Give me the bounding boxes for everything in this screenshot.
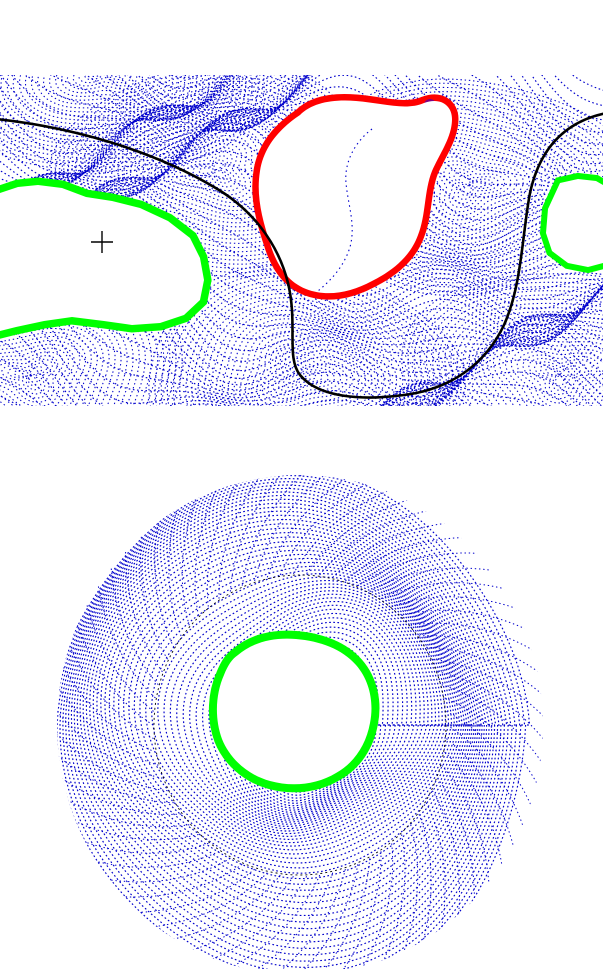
bold-isoline-cylindrical (0, 112, 603, 399)
crosshair-marker (91, 231, 113, 253)
cylindrical-contour-svg (0, 75, 603, 406)
bold-isoline-polar (153, 574, 447, 876)
interior-isoline (317, 128, 373, 292)
polar-projection-panel (0, 455, 603, 969)
cylindrical-projection-panel (0, 75, 603, 406)
polar-contour-svg (0, 455, 603, 969)
polar-landmass (216, 638, 372, 785)
contour-field-polar (57, 475, 543, 969)
